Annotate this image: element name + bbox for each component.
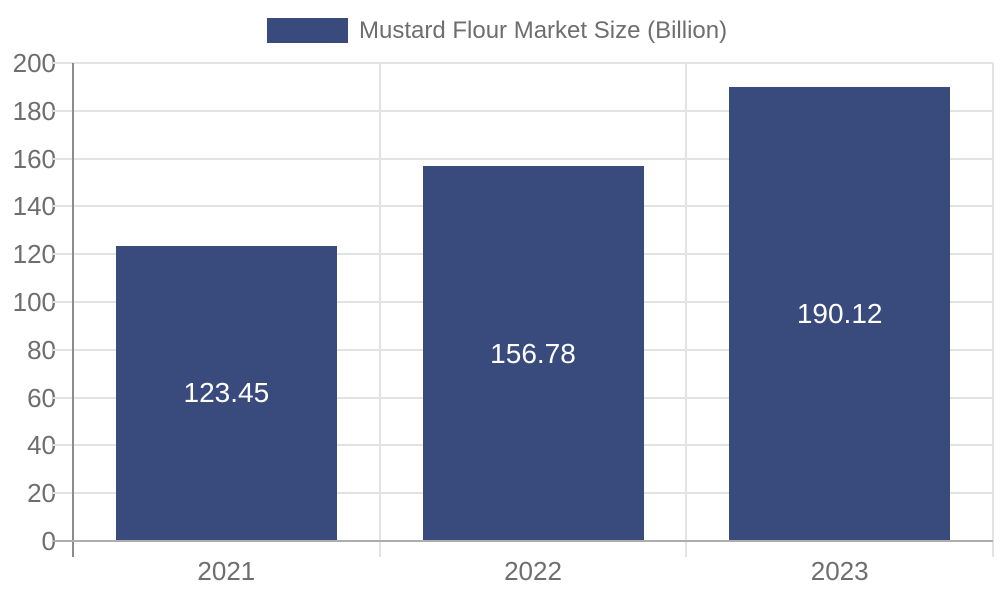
legend-swatch (267, 18, 348, 43)
y-axis-tick-label: 140 (12, 191, 56, 222)
y-axis-line (72, 63, 74, 557)
bar-value-label: 190.12 (796, 297, 883, 329)
x-axis-tick-label: 2023 (810, 556, 869, 586)
x-axis-tick-label: 2022 (504, 556, 562, 586)
y-axis-tick-label: 0 (41, 526, 56, 556)
chart-legend[interactable]: Mustard Flour Market Size (Billion) (267, 18, 727, 43)
legend-label: Mustard Flour Market Size (Billion) (359, 17, 728, 44)
gridline (685, 63, 688, 557)
gridline (53, 109, 993, 112)
y-axis-tick-label: 20 (27, 478, 56, 509)
y-axis-tick-label: 100 (12, 287, 56, 317)
y-axis-tick-label: 120 (12, 239, 56, 270)
y-axis-tick-labels: 0 20 40 60 80 100 120 140 160 180 200 (0, 48, 57, 556)
x-axis-line (53, 540, 993, 542)
bar-2022: 156.78 (422, 166, 644, 541)
bar-value-label: 123.45 (183, 377, 270, 409)
y-axis-tick-label: 160 (12, 143, 56, 174)
y-axis-tick-label: 180 (12, 95, 56, 126)
bar-2023: 190.12 (729, 86, 951, 541)
gridline (53, 62, 993, 64)
y-axis-tick-label: 80 (27, 334, 56, 365)
gridline (378, 63, 381, 557)
y-axis-tick-label: 60 (27, 382, 56, 413)
x-axis-tick-labels: 2021 2022 2023 (73, 541, 993, 600)
gridline (992, 63, 994, 557)
x-axis-tick-label: 2021 (197, 556, 256, 586)
plot-area: 123.45 156.78 190.12 (53, 62, 994, 557)
y-axis-tick-label: 200 (12, 48, 56, 78)
bar-value-label: 156.78 (490, 337, 576, 369)
y-axis-tick-label: 40 (27, 430, 56, 461)
gridline (53, 157, 993, 160)
bar-2021: 123.45 (115, 245, 337, 541)
